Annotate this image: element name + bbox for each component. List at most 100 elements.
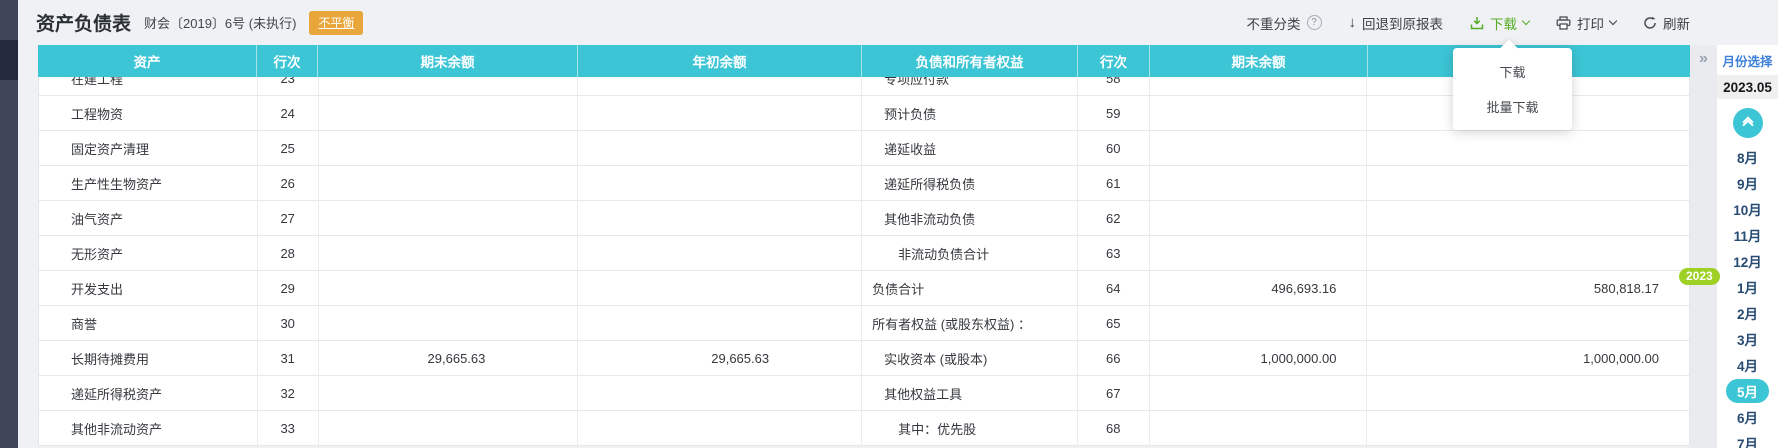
- download-button[interactable]: 下载: [1470, 13, 1531, 33]
- refresh-button[interactable]: 刷新: [1643, 13, 1690, 33]
- download-menu-item[interactable]: 批量下载: [1486, 100, 1539, 115]
- table-row[interactable]: 固定资产清理 25 递延收益 60: [39, 131, 1689, 166]
- liability-beginning-balance: [1367, 306, 1689, 341]
- table-row[interactable]: 无形资产 28 非流动负债合计 63: [39, 236, 1689, 271]
- liability-beginning-balance: [1367, 201, 1689, 236]
- liability-line-no: 66: [1078, 341, 1150, 376]
- year-badge: 2023: [1679, 268, 1720, 285]
- refresh-icon: [1644, 16, 1656, 29]
- month-label: 10月: [1733, 203, 1762, 218]
- asset-ending-balance: [319, 166, 579, 201]
- month-item[interactable]: 10月: [1717, 196, 1778, 222]
- month-item[interactable]: 8月: [1717, 144, 1778, 170]
- month-label: 7月: [1736, 437, 1758, 448]
- liability-ending-balance: [1150, 96, 1368, 131]
- column-header: 年初余额: [578, 45, 862, 77]
- asset-line-no: 27: [258, 201, 319, 236]
- chevron-down-icon: [1521, 16, 1531, 26]
- liability-name: 实收资本 (或股本): [862, 341, 1078, 376]
- asset-beginning-balance: [578, 166, 863, 201]
- revert-report-label: 回退到原报表: [1362, 16, 1443, 32]
- asset-beginning-balance: [578, 376, 863, 411]
- asset-ending-balance: [319, 271, 579, 306]
- month-item[interactable]: 3月: [1717, 326, 1778, 352]
- liability-line-no: 61: [1078, 166, 1150, 201]
- month-label: 12月: [1733, 255, 1762, 270]
- download-menu-item[interactable]: 下载: [1499, 65, 1526, 80]
- asset-line-no: 30: [258, 306, 319, 341]
- liability-ending-balance: 496,693.16: [1150, 271, 1368, 306]
- asset-beginning-balance: [578, 131, 863, 166]
- column-header: 行次: [1078, 45, 1150, 77]
- table-row[interactable]: 递延所得税资产 32 其他权益工具 67: [39, 376, 1689, 411]
- asset-ending-balance: [319, 131, 579, 166]
- no-reclassify-toggle[interactable]: 不重分类 ?: [1247, 13, 1322, 33]
- table-row[interactable]: 工程物资 24 预计负债 59: [39, 96, 1689, 131]
- liability-name: 其他权益工具: [862, 376, 1078, 411]
- month-item[interactable]: 9月: [1717, 170, 1778, 196]
- month-label: 4月: [1736, 359, 1758, 374]
- liability-ending-balance: 1,000,000.00: [1150, 341, 1368, 376]
- chevron-down-icon: [1608, 16, 1618, 26]
- asset-beginning-balance: [578, 236, 863, 271]
- table-body: 在建工程 23 专项应付款 58 工程物资 24 预计负债 59 固定资产清理 25 递延收益 60 生…: [38, 77, 1690, 446]
- asset-name: 无形资产: [39, 236, 258, 271]
- month-item[interactable]: 6月: [1717, 404, 1778, 430]
- table-row[interactable]: 长期待摊费用 31 29,665.63 29,665.63 实收资本 (或股本) 66 1,…: [39, 341, 1689, 376]
- column-header: 资产: [38, 45, 257, 77]
- table-row[interactable]: 生产性生物资产 26 递延所得税负债 61: [39, 166, 1689, 201]
- month-label: 3月: [1736, 333, 1758, 348]
- collapse-panel-icon[interactable]: »: [1699, 50, 1708, 67]
- asset-beginning-balance: 29,665.63: [578, 341, 863, 376]
- month-item[interactable]: 7月: [1717, 430, 1778, 448]
- no-reclassify-label: 不重分类: [1246, 16, 1301, 32]
- asset-line-no: 25: [258, 131, 319, 166]
- table-row[interactable]: 开发支出 29 负债合计 64 496,693.16 580,818.17: [39, 271, 1689, 306]
- asset-beginning-balance: [578, 77, 863, 95]
- liability-ending-balance: [1150, 77, 1368, 95]
- collapsed-nav-sidebar[interactable]: [0, 0, 18, 448]
- month-item[interactable]: 2月: [1717, 300, 1778, 326]
- asset-ending-balance: [319, 411, 579, 446]
- imbalance-badge[interactable]: 不平衡: [309, 10, 364, 35]
- asset-ending-balance: [319, 376, 579, 411]
- download-label: 下载: [1490, 16, 1517, 32]
- liability-ending-balance: [1150, 131, 1368, 166]
- asset-line-no: 26: [258, 166, 319, 201]
- month-item[interactable]: 11月: [1717, 222, 1778, 248]
- column-header: 负债和所有者权益: [862, 45, 1078, 77]
- help-icon[interactable]: ?: [1306, 15, 1322, 30]
- asset-line-no: 28: [258, 236, 319, 271]
- download-icon: [1470, 16, 1484, 29]
- scroll-up-button[interactable]: [1732, 108, 1763, 138]
- asset-name: 其他非流动资产: [39, 411, 258, 446]
- liability-line-no: 59: [1078, 96, 1150, 131]
- table-row[interactable]: 在建工程 23 专项应付款 58: [39, 77, 1689, 96]
- month-item-selected[interactable]: 5月: [1717, 378, 1778, 404]
- liability-ending-balance: [1150, 236, 1368, 271]
- month-item[interactable]: 12月: [1717, 248, 1778, 274]
- month-item[interactable]: 1月: [1717, 274, 1778, 300]
- asset-name: 固定资产清理: [39, 131, 258, 166]
- asset-line-no: 24: [258, 96, 319, 131]
- liability-line-no: 63: [1078, 236, 1150, 271]
- asset-ending-balance: 29,665.63: [319, 341, 579, 376]
- asset-beginning-balance: [578, 411, 863, 446]
- table-row[interactable]: 油气资产 27 其他非流动负债 62: [39, 201, 1689, 236]
- table-row[interactable]: 其他非流动资产 33 其中：优先股 68: [39, 411, 1689, 446]
- liability-line-no: 64: [1078, 271, 1150, 306]
- month-label: 8月: [1736, 151, 1758, 166]
- arrow-down-icon: ↓: [1348, 14, 1357, 31]
- asset-beginning-balance: [578, 306, 863, 341]
- liability-name: 所有者权益 (或股东权益) ：: [862, 306, 1078, 341]
- print-button[interactable]: 打印: [1556, 13, 1618, 33]
- month-item[interactable]: 4月: [1717, 352, 1778, 378]
- revert-report-button[interactable]: ↓ 回退到原报表: [1349, 13, 1444, 33]
- month-list: 8月 9月 10月 11月 12月 1月 2月 3月 4月 5月 6月 7月: [1717, 144, 1778, 448]
- asset-name: 生产性生物资产: [39, 166, 258, 201]
- liability-ending-balance: [1150, 201, 1368, 236]
- liability-beginning-balance: 580,818.17: [1593, 281, 1659, 296]
- table-row[interactable]: 商誉 30 所有者权益 (或股东权益) ： 65: [39, 306, 1689, 341]
